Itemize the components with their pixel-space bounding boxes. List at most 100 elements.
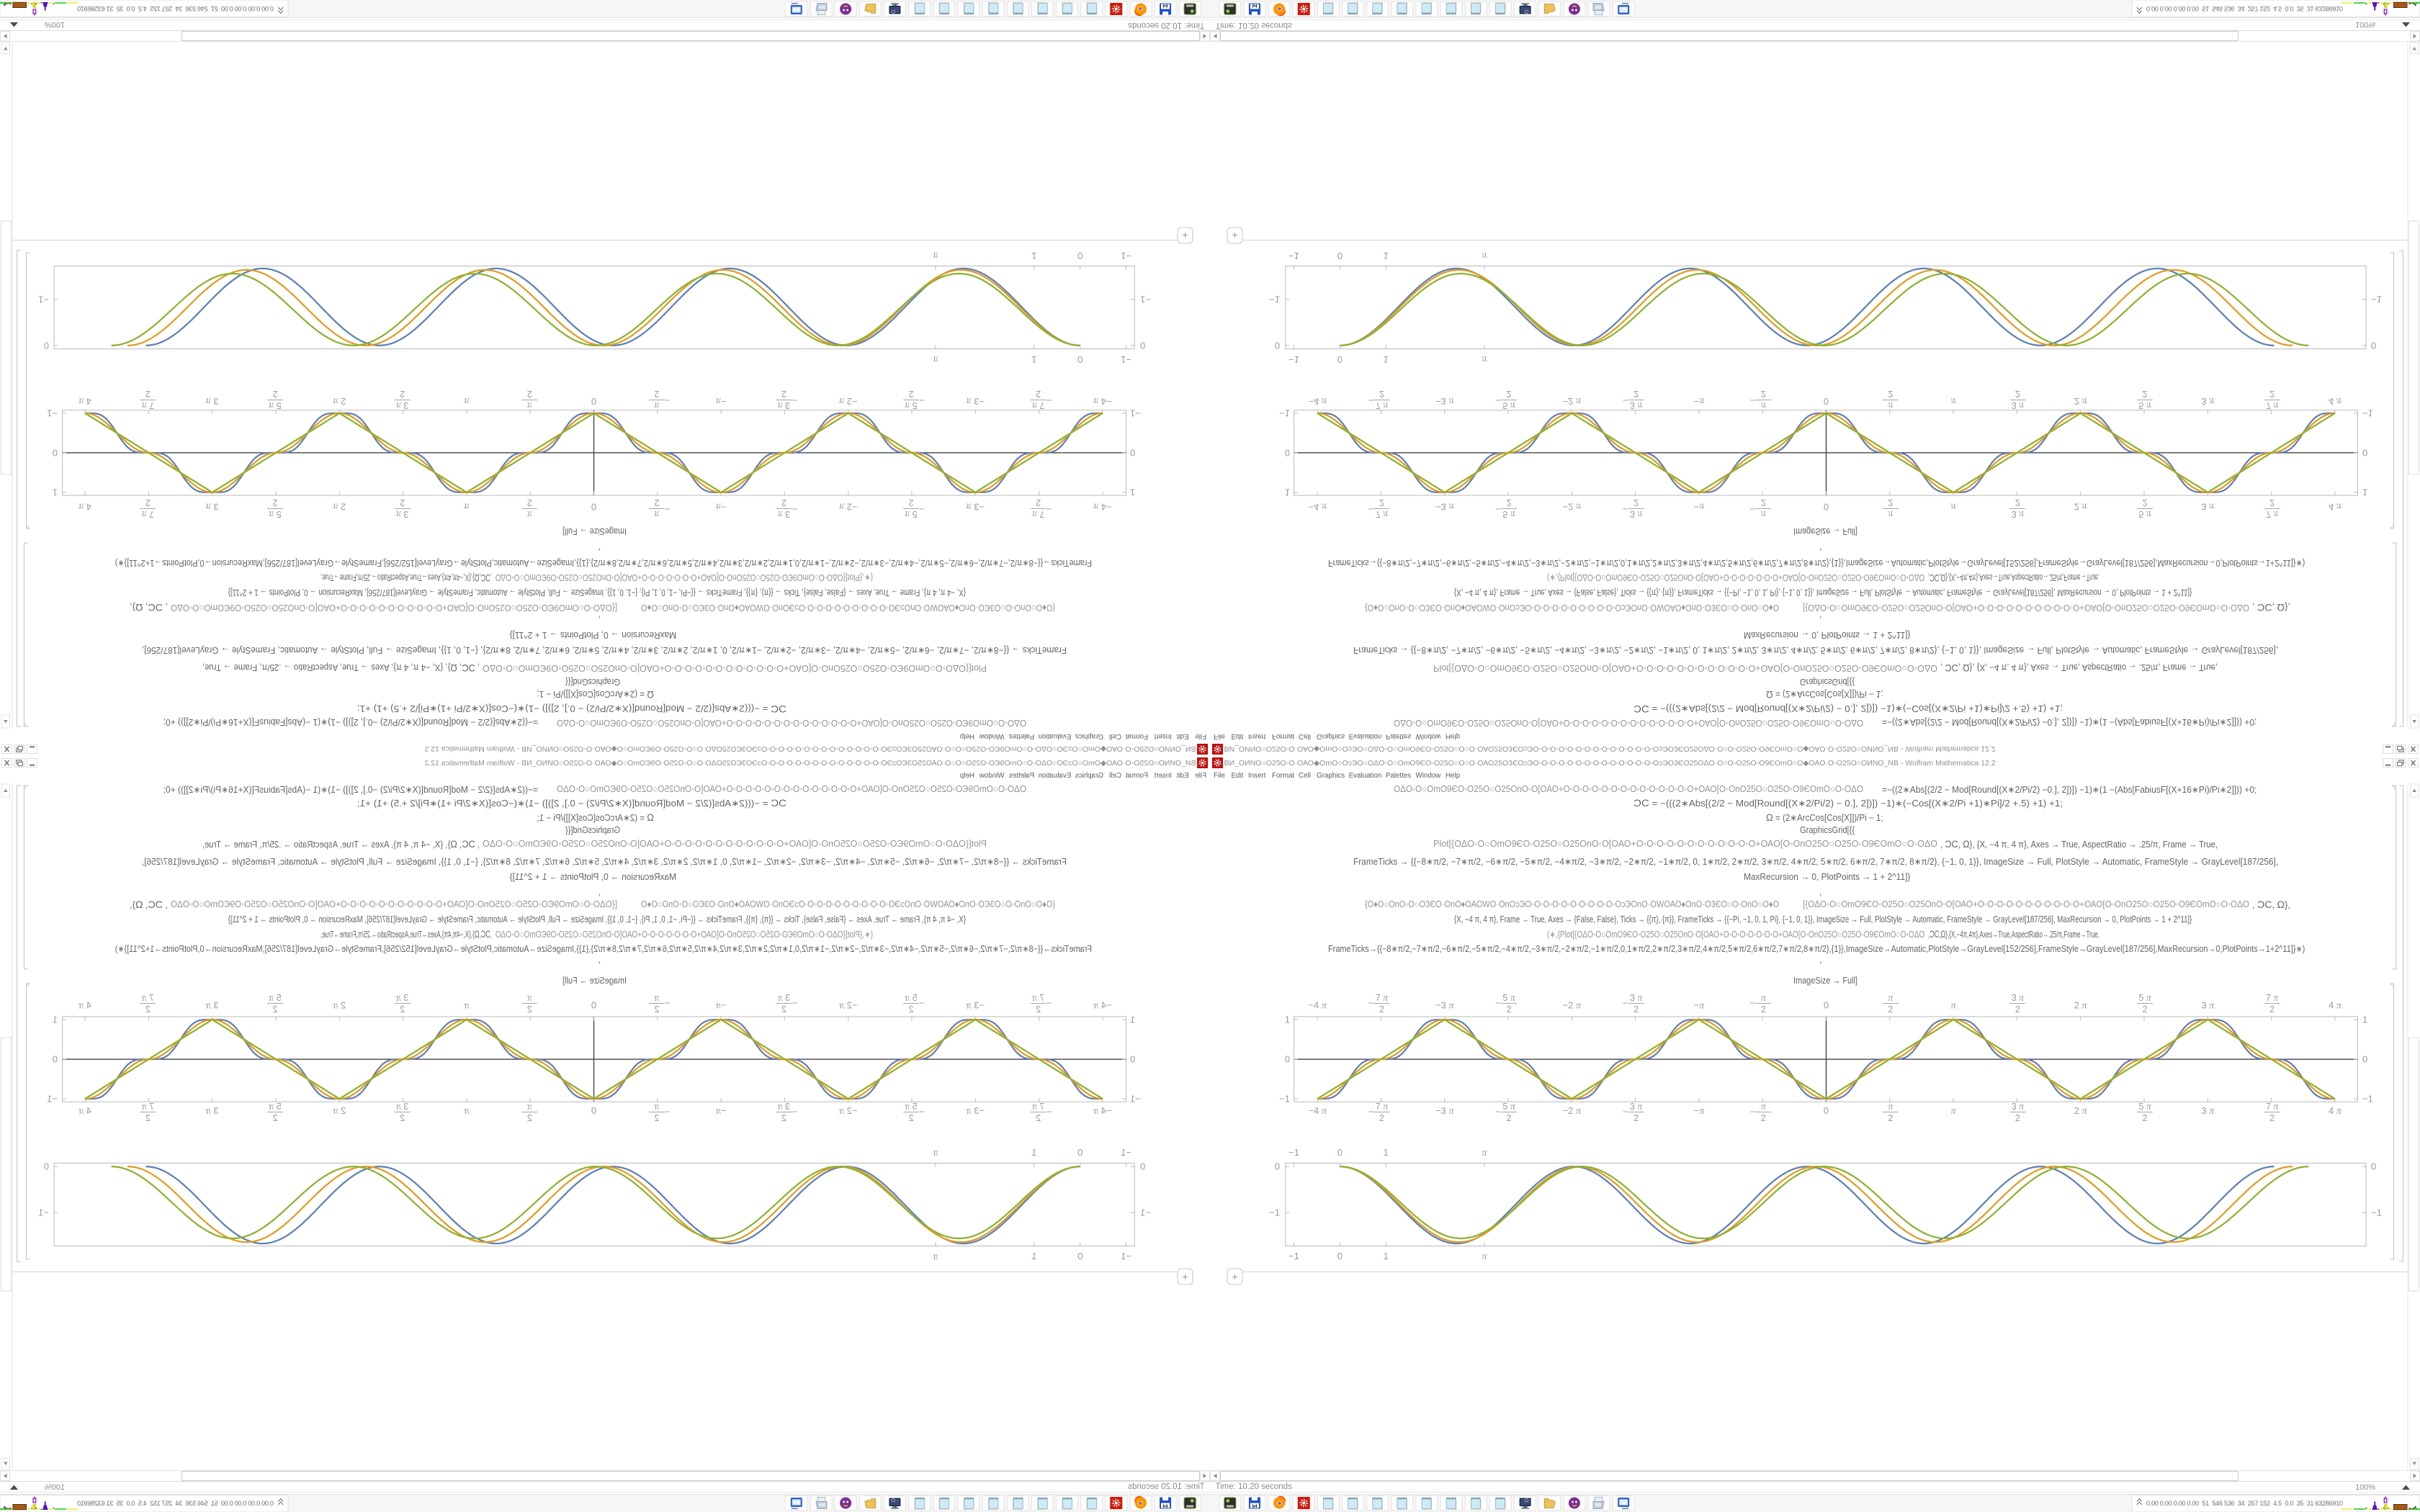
svg-text:3 π: 3 π (2201, 501, 2215, 513)
svg-text:−1: −1 (2362, 408, 2373, 418)
svg-text:2 π: 2 π (2074, 1105, 2088, 1117)
svg-text:2: 2 (1888, 389, 1893, 399)
svg-text:0: 0 (1337, 251, 1343, 261)
svg-text:7 π: 7 π (2266, 992, 2279, 1003)
svg-text:7 π: 7 π (1031, 400, 1044, 411)
svg-text:π: π (1482, 250, 1487, 261)
svg-text:4 π: 4 π (78, 501, 91, 513)
svg-text:−1: −1 (38, 1207, 49, 1218)
svg-text:3 π: 3 π (1630, 992, 1643, 1003)
svg-text:1: 1 (1031, 1147, 1036, 1158)
svg-text:π: π (933, 250, 938, 261)
svg-text:0: 0 (1130, 447, 1135, 458)
svg-text:2: 2 (908, 498, 913, 508)
svg-text:1: 1 (53, 487, 58, 498)
svg-text:2: 2 (1379, 1113, 1384, 1123)
svg-text:π: π (933, 354, 938, 364)
svg-text:1: 1 (1031, 1251, 1036, 1261)
svg-text:2: 2 (1379, 498, 1384, 508)
svg-text:−π: −π (715, 501, 727, 513)
svg-text:0: 0 (53, 447, 58, 458)
svg-text:−1: −1 (1269, 294, 1280, 305)
svg-text:2: 2 (654, 498, 659, 508)
svg-text:−: − (1047, 1106, 1052, 1117)
svg-text:π: π (1761, 992, 1767, 1003)
svg-text:π: π (1888, 1101, 1894, 1112)
svg-text:2: 2 (2015, 389, 2020, 399)
svg-text:2: 2 (1507, 498, 1512, 508)
svg-text:3 π: 3 π (2012, 400, 2025, 411)
svg-text:2: 2 (1761, 1004, 1766, 1014)
svg-text:−1: −1 (1140, 294, 1151, 305)
svg-text:−3 π: −3 π (1435, 1000, 1454, 1012)
svg-text:2 π: 2 π (2074, 501, 2088, 513)
svg-text:0: 0 (591, 502, 596, 513)
svg-text:−: − (919, 395, 925, 406)
svg-text:2: 2 (908, 1113, 913, 1123)
svg-text:3 π: 3 π (395, 509, 408, 520)
svg-text:7 π: 7 π (1376, 992, 1389, 1003)
svg-text:−2 π: −2 π (838, 1000, 857, 1012)
svg-text:2: 2 (1507, 1004, 1512, 1014)
svg-text:−3 π: −3 π (1435, 501, 1454, 513)
svg-text:2: 2 (527, 389, 532, 399)
svg-text:−1: −1 (1279, 408, 1290, 418)
svg-text:0: 0 (1077, 354, 1083, 365)
svg-text:2: 2 (781, 1113, 786, 1123)
svg-text:2: 2 (1888, 1113, 1893, 1123)
svg-text:1: 1 (1285, 487, 1290, 498)
svg-text:2 π: 2 π (332, 1105, 346, 1117)
svg-text:−: − (1368, 395, 1374, 406)
svg-text:2: 2 (1634, 1113, 1639, 1123)
svg-text:2 π: 2 π (2074, 1000, 2088, 1012)
svg-text:2: 2 (400, 498, 405, 508)
svg-text:1: 1 (2362, 1014, 2367, 1025)
svg-text:−1: −1 (1289, 1251, 1299, 1261)
svg-text:0: 0 (1337, 1147, 1343, 1158)
svg-text:π: π (526, 509, 532, 520)
svg-text:π: π (1761, 400, 1767, 411)
svg-text:64: 64 (1252, 3, 1258, 8)
svg-text:−3 π: −3 π (966, 395, 985, 407)
svg-text:0: 0 (591, 1000, 596, 1011)
svg-text:3 π: 3 π (2012, 509, 2025, 520)
svg-text:0: 0 (44, 1161, 49, 1172)
svg-text:3 π: 3 π (777, 400, 790, 411)
svg-text:−: − (1047, 997, 1052, 1008)
svg-text:7 π: 7 π (141, 992, 154, 1003)
svg-text:2: 2 (654, 1113, 659, 1123)
svg-text:2: 2 (2269, 1004, 2275, 1014)
svg-text:0: 0 (1337, 354, 1343, 365)
svg-text:0: 0 (1337, 1251, 1343, 1261)
svg-text:3 π: 3 π (2201, 395, 2215, 407)
svg-text:5 π: 5 π (268, 1101, 281, 1112)
svg-text:π: π (653, 992, 659, 1003)
svg-text:3 π: 3 π (205, 1105, 219, 1117)
svg-text:π: π (463, 395, 469, 406)
svg-text:−: − (665, 1106, 671, 1117)
svg-text:−: − (1623, 504, 1628, 515)
svg-text:−: − (665, 504, 671, 515)
svg-text:2: 2 (145, 1004, 151, 1014)
svg-text:−1: −1 (2371, 294, 2382, 305)
svg-text:−: − (1368, 1106, 1374, 1117)
svg-text:0: 0 (1824, 1000, 1829, 1011)
svg-text:5 π: 5 π (268, 509, 281, 520)
svg-text:0: 0 (2362, 1054, 2367, 1065)
svg-text:−2 π: −2 π (838, 395, 857, 407)
svg-text:5 π: 5 π (2138, 992, 2151, 1003)
svg-text:π: π (1482, 1148, 1487, 1158)
svg-text:2: 2 (654, 389, 659, 399)
svg-text:2: 2 (2015, 1004, 2020, 1014)
svg-text:2: 2 (1036, 1004, 1041, 1014)
svg-text:0.00 0.00 0.00 0.00 51 546 5: 0.00 0.00 0.00 0.00 51 546 536 34 257 15… (77, 1500, 274, 1507)
svg-text:−: − (1368, 997, 1374, 1008)
svg-text:−1: −1 (38, 294, 49, 305)
svg-text:2: 2 (400, 1113, 405, 1123)
svg-text:0.00 0.00 0.00 0.00 51 546 5: 0.00 0.00 0.00 0.00 51 546 536 34 257 15… (2146, 1500, 2343, 1507)
svg-text:64: 64 (1162, 3, 1168, 8)
svg-text:3 π: 3 π (395, 1101, 408, 1112)
svg-text:2: 2 (2015, 498, 2020, 508)
svg-text:π: π (653, 400, 659, 411)
svg-text:2: 2 (527, 1004, 532, 1014)
